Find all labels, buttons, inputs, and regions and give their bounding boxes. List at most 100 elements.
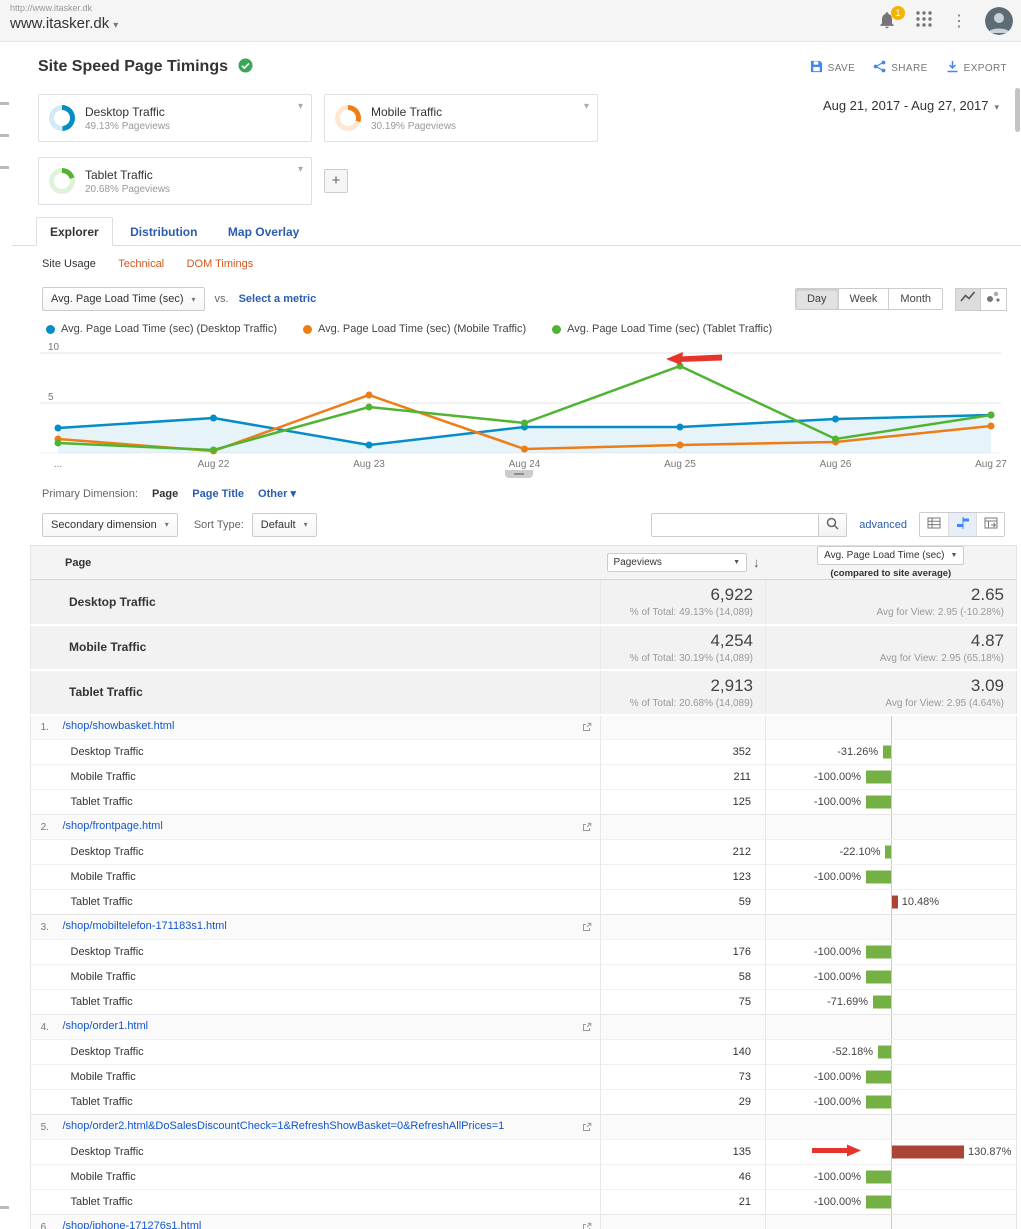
pageviews-cell <box>600 1214 766 1229</box>
dimension-page[interactable]: Page <box>151 487 179 500</box>
segment-card-desktop[interactable]: Desktop Traffic 49.13% Pageviews ▾ <box>38 94 312 142</box>
segment-row: Mobile Traffic 46 -100.00% <box>30 1164 1017 1190</box>
segment-name: Mobile Traffic <box>371 104 443 119</box>
date-range-picker[interactable]: Aug 21, 2017 - Aug 27, 2017 ▾ <box>823 98 999 113</box>
segment-card-tablet[interactable]: Tablet Traffic 20.68% Pageviews ▾ <box>38 157 312 205</box>
comparison-axis <box>891 990 893 1014</box>
motion-chart-view-button[interactable] <box>981 287 1007 311</box>
annotations-drawer-tab[interactable] <box>504 470 533 478</box>
collapsed-nav-marker <box>0 134 9 137</box>
pageviews-value: 21 <box>600 1189 766 1215</box>
segment-detail: 49.13% Pageviews <box>85 120 171 132</box>
timeseries-chart[interactable]: 5 10... Aug 22 Aug 23 Aug 24 Aug 25 Aug 26 Aug … <box>30 339 1007 478</box>
tab-explorer[interactable]: Explorer <box>36 217 113 246</box>
delta-label: -100.00% <box>813 946 862 958</box>
summary-label: Tablet Traffic <box>30 669 601 716</box>
comparison-cell: -71.69% <box>765 989 1017 1015</box>
delta-label: -100.00% <box>813 1171 862 1183</box>
delta-bar <box>885 845 891 859</box>
granularity-day-button[interactable]: Day <box>794 288 839 310</box>
open-in-new-icon[interactable] <box>582 722 592 735</box>
sort-type-select[interactable]: Default ▾ <box>251 512 317 537</box>
table-header-row: Page Pageviews ▼ ↓ Avg. Page Load Time (… <box>30 545 1017 580</box>
legend-dot-icon <box>303 324 313 334</box>
legend-dot-icon <box>552 324 562 334</box>
chevron-down-icon[interactable]: ▾ <box>583 101 589 112</box>
summary-row: Mobile Traffic 4,254 % of Total: 30.19% (1… <box>30 624 1017 671</box>
add-segment-button[interactable]: + <box>324 169 348 193</box>
delta-label: -100.00% <box>813 771 862 783</box>
avatar[interactable] <box>985 7 1013 35</box>
page-link[interactable]: /shop/frontpage.html <box>62 819 163 832</box>
open-in-new-icon[interactable] <box>582 1222 592 1229</box>
notifications-button[interactable]: 1 <box>877 6 905 32</box>
comparison-view-button[interactable] <box>948 513 976 536</box>
secondary-dimension-button[interactable]: Secondary dimension ▾ <box>42 512 178 537</box>
scrollbar-thumb[interactable] <box>1015 88 1020 132</box>
dimension-other[interactable]: Other ▾ <box>258 488 296 500</box>
share-button[interactable]: SHARE <box>873 60 927 76</box>
search-button[interactable] <box>819 512 848 537</box>
comparison-view-icon <box>956 517 970 532</box>
line-chart-icon <box>960 290 976 308</box>
column-header-page[interactable]: Page <box>30 545 601 580</box>
page-link[interactable]: /shop/showbasket.html <box>62 719 175 732</box>
page-link[interactable]: /shop/iphone-171276s1.html <box>62 1219 202 1229</box>
export-icon <box>946 60 959 76</box>
page-link[interactable]: /shop/order1.html <box>62 1019 149 1032</box>
granularity-group: Day Week Month <box>794 288 943 310</box>
account-selector[interactable]: www.itasker.dk ▾ <box>10 15 118 32</box>
subtab-site-usage[interactable]: Site Usage <box>42 258 96 270</box>
open-in-new-icon[interactable] <box>582 922 592 935</box>
chart-canvas: 5 10... Aug 22 Aug 23 Aug 24 Aug 25 Aug 26 Aug … <box>40 342 1007 470</box>
page-title: Site Speed Page Timings <box>38 58 228 75</box>
svg-text:Aug 25: Aug 25 <box>664 459 696 470</box>
pageviews-column-label: Pageviews <box>613 557 662 568</box>
segment-row: Mobile Traffic 58 -100.00% <box>30 964 1017 990</box>
table-view-button[interactable] <box>920 513 948 536</box>
metric-column-select[interactable]: Avg. Page Load Time (sec) ▼ <box>817 546 965 565</box>
apps-grid-button[interactable] <box>915 10 933 33</box>
chevron-down-icon[interactable]: ▾ <box>297 164 303 175</box>
svg-text:Aug 26: Aug 26 <box>820 459 852 470</box>
sort-descending-icon[interactable]: ↓ <box>753 555 760 570</box>
chevron-down-icon[interactable]: ▾ <box>297 101 303 112</box>
tab-distribution[interactable]: Distribution <box>130 225 198 239</box>
subtab-dom-timings[interactable]: DOM Timings <box>186 258 254 270</box>
open-in-new-icon[interactable] <box>582 1122 592 1135</box>
line-chart-view-button[interactable] <box>955 287 981 311</box>
pageviews-column-select[interactable]: Pageviews ▼ <box>606 553 748 572</box>
comparison-axis <box>891 815 893 839</box>
dimension-page-title[interactable]: Page Title <box>192 487 245 500</box>
page-link[interactable]: /shop/order2.html&DoSalesDiscountCheck=1… <box>62 1119 505 1132</box>
search-input[interactable] <box>651 512 820 537</box>
delta-bar <box>866 770 892 784</box>
table-row: 6./shop/iphone-171276s1.html <box>30 1214 1017 1229</box>
granularity-month-button[interactable]: Month <box>889 288 943 310</box>
granularity-week-button[interactable]: Week <box>838 288 890 310</box>
metric-value: 2.65 <box>970 585 1005 605</box>
metric-note: Avg for View: 2.95 (4.64%) <box>885 697 1005 709</box>
tab-map-overlay[interactable]: Map Overlay <box>227 225 300 239</box>
segment-label: Mobile Traffic <box>58 1064 601 1090</box>
segment-card-mobile[interactable]: Mobile Traffic 30.19% Pageviews ▾ <box>324 94 598 142</box>
select-metric-link[interactable]: Select a metric <box>238 293 317 305</box>
row-index: 1. <box>30 714 59 740</box>
subtab-technical[interactable]: Technical <box>118 258 165 270</box>
delta-bar <box>866 1070 892 1084</box>
pivot-view-button[interactable] <box>976 513 1004 536</box>
export-button[interactable]: EXPORT <box>946 60 1007 76</box>
advanced-link[interactable]: advanced <box>859 518 907 531</box>
metric-selector[interactable]: Avg. Page Load Time (sec) ▾ <box>42 287 205 311</box>
save-button[interactable]: SAVE <box>810 60 856 76</box>
summary-pageviews: 4,254 % of Total: 30.19% (14,089) <box>600 624 766 671</box>
overflow-menu-button[interactable]: ⋮ <box>949 11 969 31</box>
legend-label: Avg. Page Load Time (sec) (Desktop Traff… <box>61 323 278 335</box>
pageviews-value: 176 <box>600 939 766 965</box>
segment-detail: 20.68% Pageviews <box>85 183 171 195</box>
open-in-new-icon[interactable] <box>582 822 592 835</box>
data-table: Page Pageviews ▼ ↓ Avg. Page Load Time (… <box>30 545 1018 1229</box>
page-link[interactable]: /shop/mobiltelefon-171183s1.html <box>62 919 227 932</box>
open-in-new-icon[interactable] <box>582 1022 592 1035</box>
comparison-cell: -100.00% <box>765 1189 1017 1215</box>
